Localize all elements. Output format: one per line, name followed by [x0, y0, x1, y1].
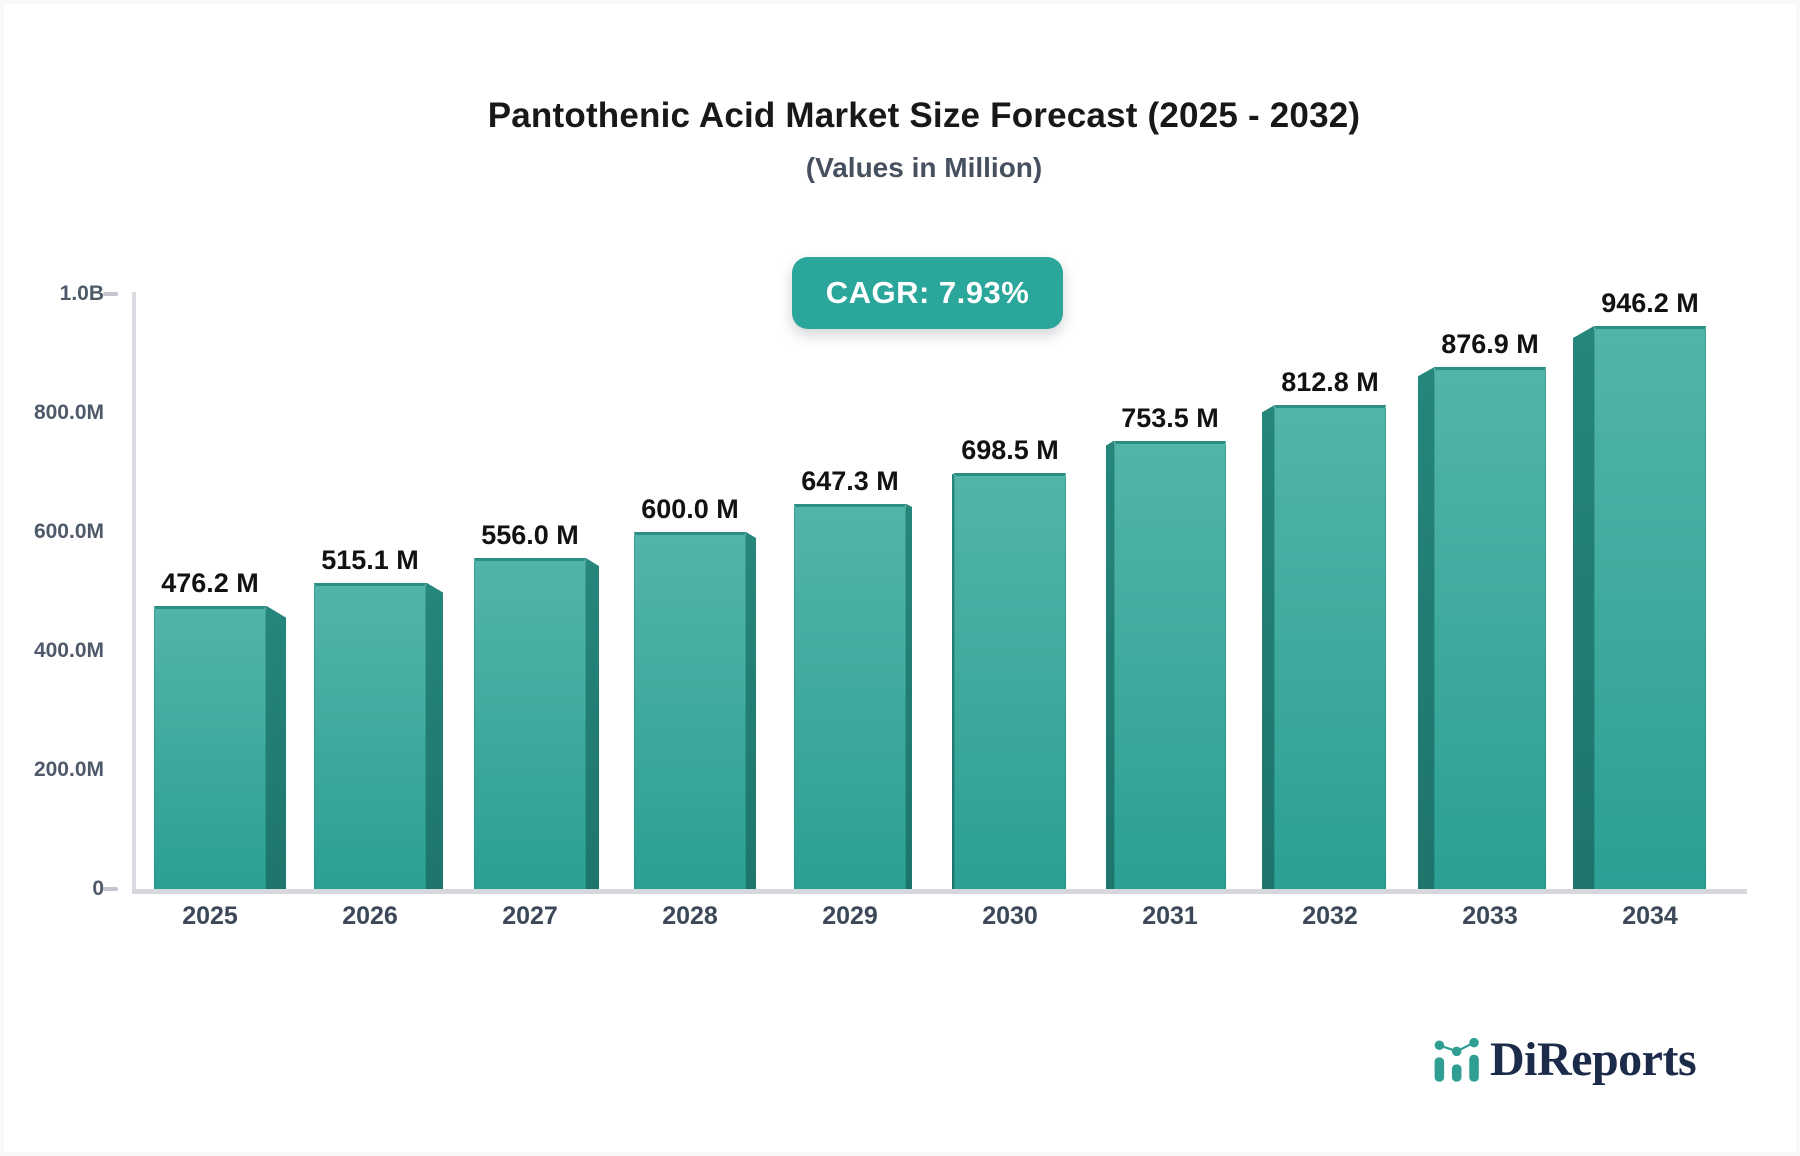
bar-value-label: 812.8 M [1281, 367, 1379, 398]
bar-value-label: 556.0 M [481, 520, 579, 551]
bar-value-label: 698.5 M [961, 435, 1059, 466]
bar-2032 [1274, 405, 1386, 889]
y-tick-label: 600.0M [33, 520, 104, 543]
bar-side-face [1418, 367, 1434, 889]
y-tick-label: 200.0M [33, 758, 104, 781]
bar-chart-logo-icon [1434, 1037, 1479, 1082]
y-tick-label: 0 [92, 877, 104, 900]
bar-value-label: 876.9 M [1441, 329, 1539, 360]
bar-value-label: 647.3 M [801, 465, 899, 496]
brand-name: DiReports [1490, 1033, 1697, 1086]
bar-value-label: 946.2 M [1601, 288, 1699, 318]
bar-2026 [314, 582, 426, 889]
x-tick-label: 2027 [502, 902, 558, 930]
y-tick-label: 1.0B [59, 282, 104, 305]
bar-2029 [794, 503, 906, 889]
bar-side-face [1262, 405, 1274, 889]
bar-value-label: 515.1 M [321, 544, 419, 575]
x-tick-label: 2033 [1462, 902, 1518, 930]
bar-value-label: 753.5 M [1121, 402, 1219, 433]
bar-side-face [952, 473, 954, 889]
bar-2030 [954, 473, 1066, 889]
bar-2027 [474, 558, 586, 889]
x-axis-line [132, 889, 1747, 894]
y-tick-dash [103, 887, 118, 891]
cagr-badge: CAGR: 7.93% [792, 257, 1063, 329]
bar-side-face [906, 503, 912, 889]
y-axis-line [132, 292, 136, 893]
x-tick-label: 2029 [822, 902, 878, 930]
x-tick-label: 2034 [1622, 902, 1678, 930]
x-tick-label: 2028 [662, 902, 718, 930]
x-tick-label: 2031 [1142, 902, 1198, 930]
x-tick-label: 2026 [342, 902, 398, 930]
bar-2025 [154, 605, 266, 889]
x-tick-label: 2025 [182, 902, 238, 930]
y-tick-dash [103, 292, 118, 296]
x-tick-label: 2030 [982, 902, 1038, 930]
chart-subtitle: (Values in Million) [805, 152, 1043, 183]
bar-side-face [266, 605, 286, 889]
bar-side-face [1106, 440, 1114, 889]
brand-logo: DiReports [1432, 1032, 1697, 1087]
bar-side-face [586, 558, 599, 889]
bar-2028 [634, 532, 746, 889]
bar-value-label: 476.2 M [161, 567, 259, 598]
x-tick-label: 2032 [1302, 902, 1358, 930]
bar-side-face [746, 532, 756, 889]
bar-side-face [1573, 326, 1594, 889]
bar-2031 [1114, 440, 1226, 889]
chart-title: Pantothenic Acid Market Size Forecast (2… [487, 96, 1361, 135]
bar-side-face [426, 582, 443, 889]
bar-2033 [1434, 367, 1546, 889]
bar-2034 [1594, 326, 1706, 889]
y-tick-label: 800.0M [33, 401, 104, 424]
y-tick-label: 400.0M [33, 639, 104, 662]
bar-value-label: 600.0 M [641, 494, 739, 524]
